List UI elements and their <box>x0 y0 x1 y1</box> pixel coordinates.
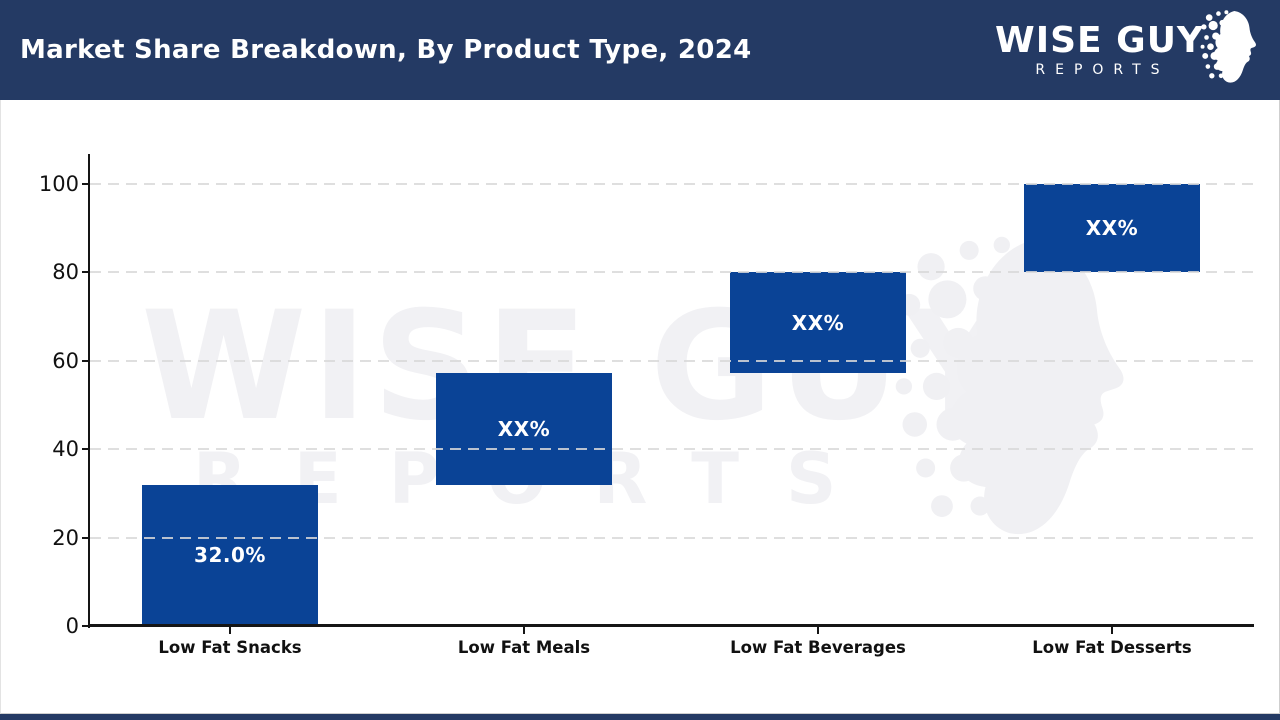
brand-subtitle: REPORTS <box>1035 62 1170 79</box>
grid-line <box>90 271 1254 274</box>
y-tick-label: 60 <box>52 348 79 373</box>
x-tick-mark <box>817 627 819 634</box>
y-tick-mark <box>82 271 89 274</box>
y-tick-label: 80 <box>52 260 79 285</box>
brand-logo-text: WISE GUY REPORTS <box>994 19 1204 79</box>
brand-logo: WISE GUY REPORTS <box>995 6 1270 94</box>
y-tick-label: 40 <box>52 437 79 462</box>
grid-line <box>90 448 1254 451</box>
x-category-label: Low Fat Snacks <box>158 638 302 657</box>
bar-segment: XX% <box>1024 184 1200 273</box>
plot-region: 0 20 40 60 80 100 32.0% Low Fat Snacks XX% Low Fa… <box>1 100 1279 713</box>
x-category-label: Low Fat Meals <box>457 638 591 657</box>
y-tick-mark <box>82 625 89 627</box>
watermark-head-icon <box>895 236 1124 535</box>
x-category-label: Low Fat Beverages <box>730 638 906 657</box>
header-bar: Market Share Breakdown, By Product Type,… <box>0 0 1280 100</box>
y-tick-label: 100 <box>38 172 79 196</box>
y-tick-mark <box>82 448 89 451</box>
x-tick-mark <box>523 627 525 634</box>
brand-head-icon <box>1200 10 1256 83</box>
y-axis-line <box>88 154 90 628</box>
grid-line <box>90 536 1254 539</box>
x-axis-line <box>89 624 1254 627</box>
x-tick-mark <box>1111 627 1113 634</box>
bar-value-label: 32.0% <box>194 543 266 568</box>
grid-line <box>90 359 1254 362</box>
y-tick-mark <box>82 536 89 539</box>
grid-line <box>90 183 1254 185</box>
bar-segment: XX% <box>436 373 612 485</box>
y-tick-mark <box>82 183 89 185</box>
y-tick-mark <box>82 359 89 362</box>
footer-bar <box>0 714 1280 720</box>
bar-segment: XX% <box>730 272 906 374</box>
x-category-label: Low Fat Desserts <box>1032 638 1192 657</box>
page-title: Market Share Breakdown, By Product Type,… <box>20 35 752 65</box>
bar-value-label: XX% <box>1085 216 1139 241</box>
brand-name: WISE GUY <box>994 19 1204 61</box>
bar-value-label: XX% <box>791 310 845 335</box>
x-tick-mark <box>229 627 231 634</box>
bar-value-label: XX% <box>497 416 551 441</box>
y-tick-label: 0 <box>65 614 79 638</box>
bar-segment: 32.0% <box>142 484 318 626</box>
y-tick-label: 20 <box>52 525 79 550</box>
